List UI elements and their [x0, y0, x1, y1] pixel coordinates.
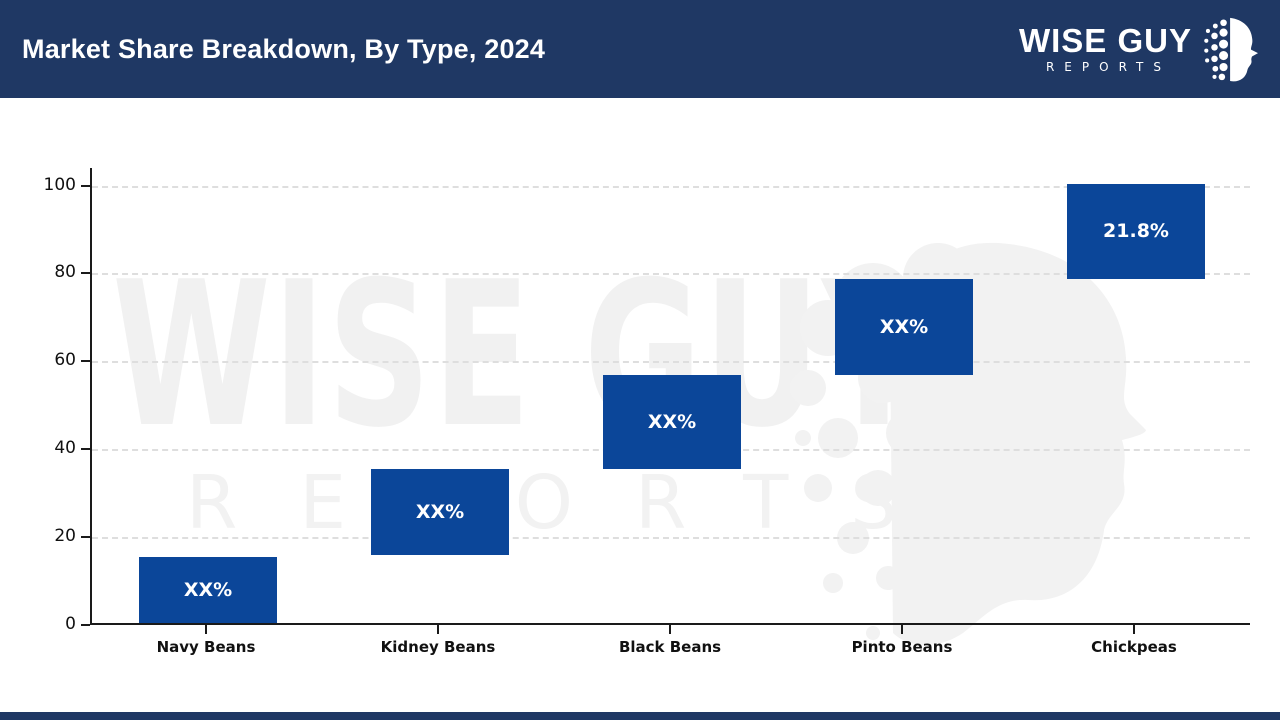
x-tick-mark — [669, 625, 671, 634]
bar-chickpeas: 21.8% — [1067, 183, 1205, 280]
header-bar: Market Share Breakdown, By Type, 2024 WI… — [0, 0, 1280, 98]
brand-logo: WISE GUY REPORTS — [1019, 10, 1258, 88]
y-tick-mark-60 — [81, 360, 90, 363]
brand-name: WISE GUY — [1018, 21, 1192, 59]
bar-navy-beans: XX% — [139, 557, 277, 623]
x-tick-mark — [901, 625, 903, 634]
bar-value-label: XX% — [183, 579, 233, 602]
y-tick-label-100: 100 — [43, 174, 76, 195]
x-category-label-navy-beans: Navy Beans — [156, 638, 256, 656]
y-tick-label-60: 60 — [54, 350, 76, 371]
brand-subname: REPORTS — [1045, 60, 1171, 75]
bar-pinto-beans: XX% — [835, 279, 973, 375]
y-tick-label-0: 0 — [65, 614, 76, 634]
x-category-label-black-beans: Black Beans — [618, 638, 722, 656]
brand-logo-text: WISE GUY REPORTS — [1018, 21, 1192, 75]
y-tick-mark-100 — [81, 184, 90, 187]
watermark-subtext: REPORTS — [186, 460, 960, 546]
y-tick-mark-20 — [81, 536, 90, 539]
gridline-y80 — [92, 273, 1250, 276]
chart-card: WISE GUY REPORTS XX% XX% XX% XX% 21.8% 0 20 40… — [0, 98, 1280, 712]
bar-value-label: XX% — [415, 501, 465, 524]
y-tick-mark-40 — [81, 448, 90, 451]
x-tick-mark — [1133, 625, 1135, 634]
gridline-y60 — [92, 361, 1250, 364]
plot-area: XX% XX% XX% XX% 21.8% — [90, 168, 1250, 625]
x-tick-mark — [437, 625, 439, 634]
bar-value-label: 21.8% — [1103, 220, 1169, 243]
gridline-y100 — [92, 185, 1250, 188]
x-category-label-pinto-beans: Pinto Beans — [851, 638, 953, 656]
gridline-y20 — [92, 537, 1250, 540]
y-tick-label-40: 40 — [54, 438, 76, 459]
bar-value-label: XX% — [647, 410, 697, 433]
bar-black-beans: XX% — [603, 374, 741, 470]
x-category-label-chickpeas: Chickpeas — [1091, 638, 1177, 656]
y-tick-label-20: 20 — [54, 526, 76, 547]
y-tick-mark-80 — [81, 272, 90, 275]
bar-value-label: XX% — [879, 316, 929, 339]
y-tick-mark-0 — [81, 624, 90, 626]
bar-kidney-beans: XX% — [371, 469, 509, 555]
footer-bar — [0, 712, 1280, 720]
x-tick-mark — [205, 625, 207, 634]
watermark-brand-text: WISE GUY — [112, 239, 928, 472]
page-title: Market Share Breakdown, By Type, 2024 — [22, 33, 546, 64]
logo-face-icon — [1204, 17, 1258, 82]
y-tick-label-80: 80 — [54, 262, 76, 283]
x-category-label-kidney-beans: Kidney Beans — [380, 638, 496, 656]
